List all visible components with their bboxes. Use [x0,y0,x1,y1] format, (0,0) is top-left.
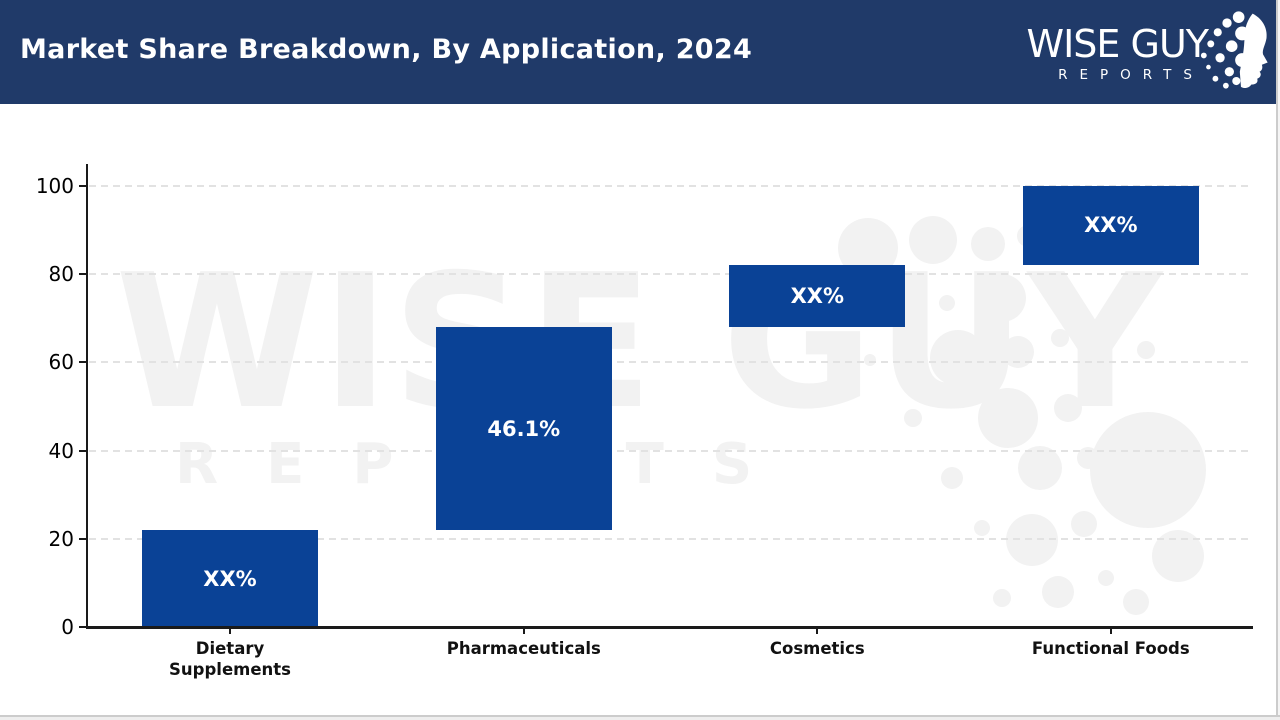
y-tick-mark [79,537,88,540]
y-tick-label: 0 [61,615,74,639]
logo-reports-wordmark: REPORTS [1058,67,1204,83]
bar-value-label: XX% [790,284,844,309]
y-tick-label: 60 [48,350,74,375]
gridline [89,273,1253,276]
bar: 46.1% [435,327,612,531]
x-tick-mark [229,627,231,634]
x-category-label: Functional Foods [1031,639,1190,658]
y-tick-mark [79,449,88,452]
logo-face-icon [1200,11,1268,89]
x-tick-mark [522,627,525,634]
x-tick-mark [816,627,819,634]
right-edge-border [1278,0,1280,720]
x-category-label: Cosmetics [769,639,865,658]
y-tick-mark [79,273,88,276]
y-axis-line [86,164,88,628]
y-tick-label: 20 [48,526,74,551]
bar-value-label: 46.1% [487,416,561,441]
x-axis-line [86,626,1253,629]
bar-value-label: XX% [1084,213,1138,238]
x-category-label: Pharmaceuticals [446,639,601,658]
y-tick-label: 80 [48,262,74,287]
right-edge-border-line [1276,0,1278,720]
bottom-edge-border [0,717,1280,720]
bar: XX% [141,530,319,627]
chart-title: Market Share Breakdown, By Application, … [20,34,753,65]
bar-value-label: XX% [203,566,257,591]
header-bar: Market Share Breakdown, By Application, … [0,0,1280,104]
y-tick-mark [79,626,88,628]
gridline [89,537,1253,540]
gridline [89,449,1253,452]
y-tick-mark [79,361,88,364]
gridline [89,361,1253,364]
bar: XX% [1022,186,1199,265]
y-tick-mark [79,185,88,187]
bar: XX% [729,264,906,328]
y-tick-label: 40 [48,438,74,463]
logo-wiseguy-wordmark: WISE GUY [1026,22,1209,66]
bottom-edge-border-line [0,715,1280,717]
gridline [89,185,1253,187]
brand-logo: WISE GUY REPORTS [992,4,1270,102]
y-tick-label: 100 [35,174,74,198]
x-category-label: Dietary Supplements [169,639,291,679]
x-tick-mark [1109,627,1112,634]
